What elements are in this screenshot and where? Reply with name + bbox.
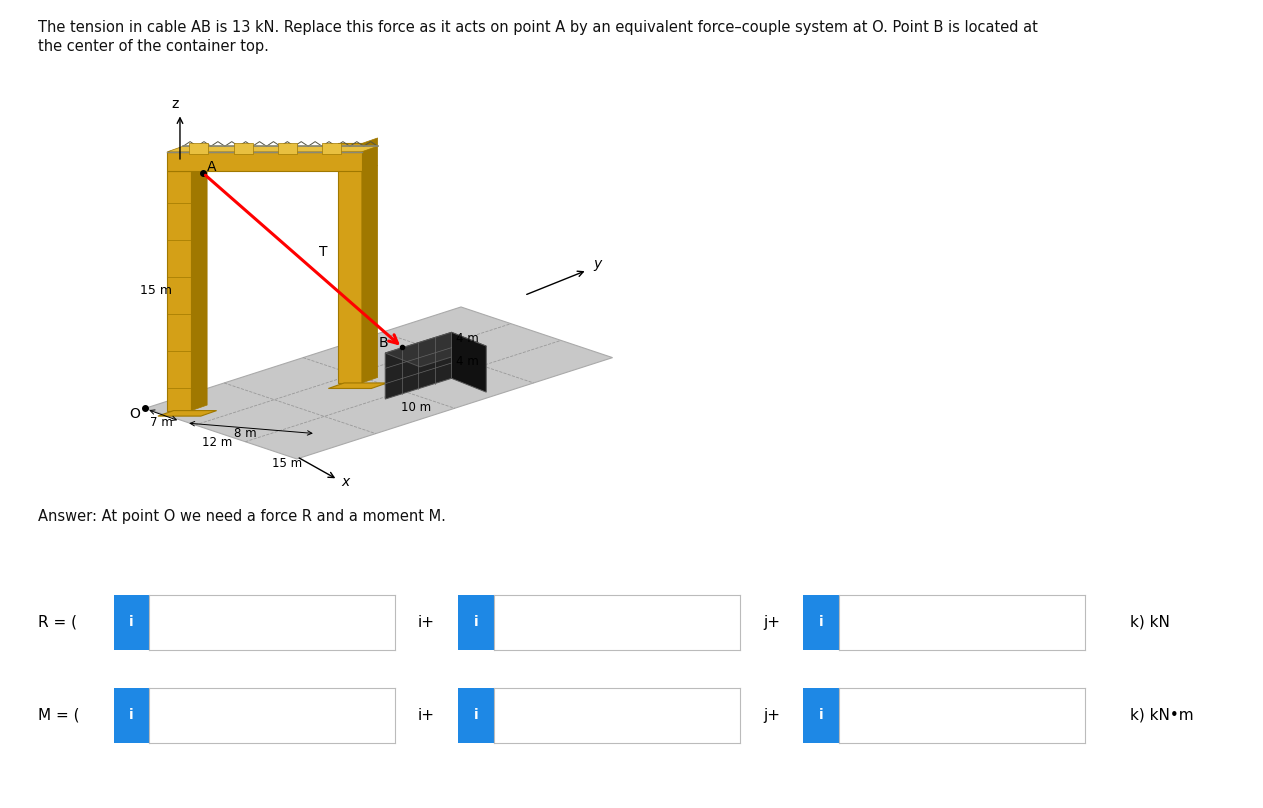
Text: B: B	[378, 336, 388, 351]
Polygon shape	[191, 166, 207, 410]
Polygon shape	[361, 138, 378, 383]
Polygon shape	[167, 166, 378, 171]
Text: i: i	[474, 615, 479, 629]
Text: R = (: R = (	[38, 615, 77, 629]
FancyBboxPatch shape	[234, 142, 253, 154]
Text: j+: j+	[763, 708, 779, 722]
Text: The tension in cable AB is 13 kN. Replace this force as it acts on point A by an: The tension in cable AB is 13 kN. Replac…	[38, 20, 1038, 36]
Text: 8 m: 8 m	[234, 427, 256, 440]
Text: k) kN•m: k) kN•m	[1130, 708, 1194, 722]
FancyBboxPatch shape	[189, 142, 208, 154]
Text: i: i	[129, 615, 134, 629]
Text: i: i	[474, 708, 479, 722]
Text: x: x	[341, 474, 350, 489]
Polygon shape	[338, 144, 361, 383]
Text: 10 m: 10 m	[402, 401, 431, 414]
Polygon shape	[158, 410, 216, 416]
Text: 12 m: 12 m	[202, 436, 232, 449]
Text: O: O	[130, 407, 140, 422]
Text: the center of the container top.: the center of the container top.	[38, 39, 269, 54]
FancyBboxPatch shape	[278, 142, 297, 154]
Text: j+: j+	[763, 615, 779, 629]
Text: 7 m: 7 m	[150, 416, 173, 429]
Text: M = (: M = (	[38, 708, 80, 722]
FancyBboxPatch shape	[322, 142, 341, 154]
Text: A: A	[207, 160, 216, 174]
Polygon shape	[452, 332, 486, 392]
Polygon shape	[167, 146, 378, 152]
Text: i+: i+	[418, 615, 434, 629]
Text: i: i	[129, 708, 134, 722]
Text: 15 m: 15 m	[140, 284, 172, 297]
Polygon shape	[385, 332, 486, 367]
Polygon shape	[385, 332, 452, 399]
Text: T: T	[318, 245, 327, 259]
Text: i: i	[818, 708, 823, 722]
Text: y: y	[594, 257, 602, 271]
Text: 4 m: 4 m	[456, 355, 479, 368]
Polygon shape	[167, 152, 361, 171]
Polygon shape	[328, 383, 386, 389]
Polygon shape	[145, 307, 613, 459]
Text: z: z	[172, 97, 179, 111]
Text: i+: i+	[418, 708, 434, 722]
Text: 4 m: 4 m	[456, 331, 479, 344]
Text: k) kN: k) kN	[1130, 615, 1171, 629]
Text: 15 m: 15 m	[272, 457, 302, 470]
Text: Answer: At point O we need a force R and a moment M.: Answer: At point O we need a force R and…	[38, 509, 446, 524]
Polygon shape	[167, 171, 191, 410]
Text: i: i	[818, 615, 823, 629]
